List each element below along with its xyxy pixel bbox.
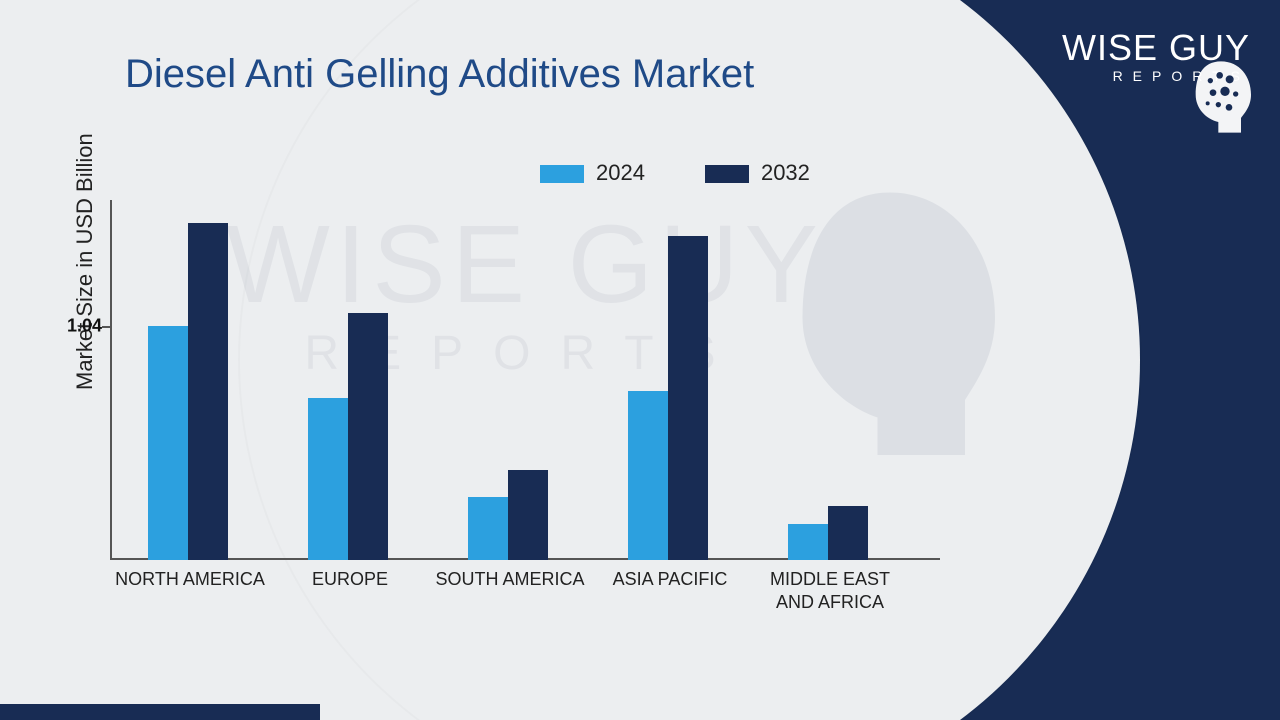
- bar-2024: [788, 524, 828, 560]
- bar-2032: [188, 223, 228, 561]
- legend-swatch: [540, 165, 584, 183]
- logo-head-icon: [1186, 58, 1256, 138]
- category-label: MIDDLE EAST AND AFRICA: [750, 560, 910, 613]
- y-axis: [110, 200, 112, 560]
- legend-item: 2032: [705, 160, 810, 186]
- bar-2024: [628, 391, 668, 560]
- category-label: ASIA PACIFIC: [590, 560, 750, 591]
- category-label: SOUTH AMERICA: [430, 560, 590, 591]
- legend-label: 2024: [596, 160, 645, 185]
- category-label: NORTH AMERICA: [110, 560, 270, 591]
- bar-2032: [828, 506, 868, 560]
- legend: 2024 2032: [540, 160, 810, 186]
- category-label: EUROPE: [270, 560, 430, 591]
- legend-label: 2032: [761, 160, 810, 185]
- y-tick-label: 1.04: [54, 316, 102, 337]
- plot-area: 1.04NORTH AMERICAEUROPESOUTH AMERICAASIA…: [110, 200, 940, 560]
- brand-logo: WISE GUY REPORTS: [1062, 30, 1250, 84]
- y-axis-label: Market Size in USD Billion: [72, 133, 98, 390]
- bar-2032: [348, 313, 388, 561]
- bar-2032: [668, 236, 708, 560]
- bar-2032: [508, 470, 548, 560]
- chart-canvas: WISE GUY REPORTS WISE GUY REPORTS Diesel…: [0, 0, 1280, 720]
- chart-title: Diesel Anti Gelling Additives Market: [125, 50, 754, 98]
- legend-swatch: [705, 165, 749, 183]
- legend-item: 2024: [540, 160, 645, 186]
- y-tick: [102, 326, 110, 328]
- bar-2024: [468, 497, 508, 560]
- bar-2024: [308, 398, 348, 560]
- bottom-accent-bar: [0, 704, 320, 720]
- bar-2024: [148, 326, 188, 560]
